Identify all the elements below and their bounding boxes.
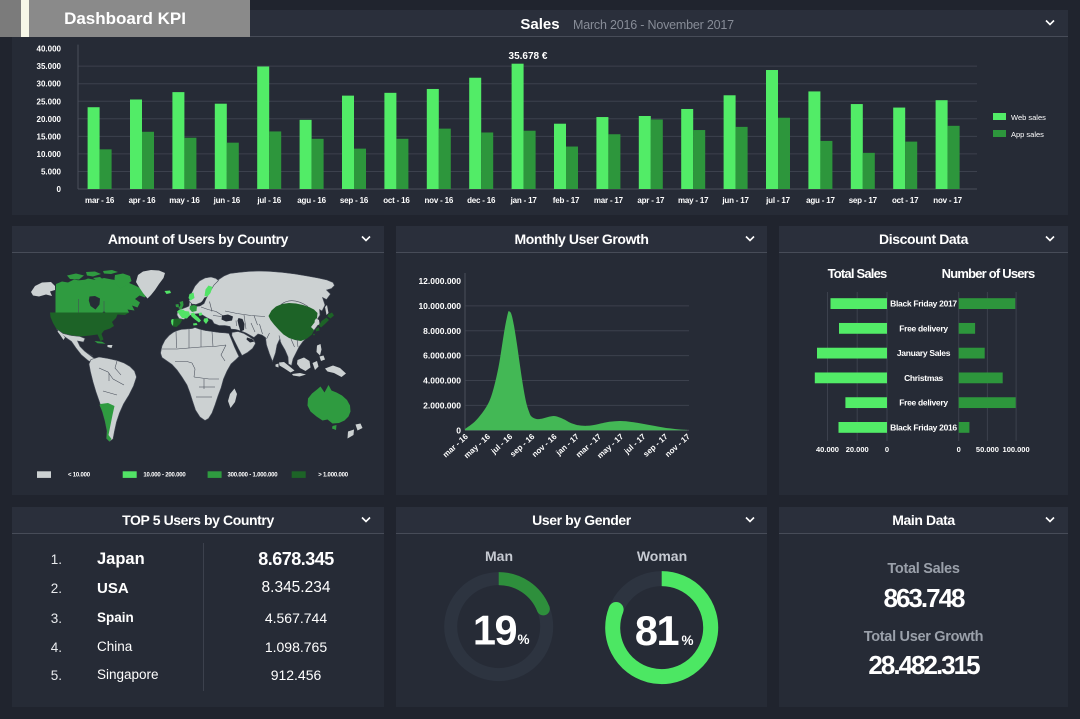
svg-text:19: 19 [473,607,517,654]
svg-text:40.000: 40.000 [37,45,62,54]
svg-text:oct - 17: oct - 17 [892,196,919,205]
svg-text:81: 81 [635,607,679,654]
svg-text:nov - 16: nov - 16 [424,196,453,205]
svg-text:jul - 16: jul - 16 [256,196,281,205]
svg-text:20.000: 20.000 [37,115,62,124]
svg-text:agu - 16: agu - 16 [297,196,326,205]
svg-text:25.000: 25.000 [37,97,62,106]
svg-text:300.000 - 1.000.000: 300.000 - 1.000.000 [228,473,279,479]
svg-text:5.000: 5.000 [41,167,62,176]
svg-text:sep - 16: sep - 16 [340,196,369,205]
svg-text:apr - 16: apr - 16 [129,196,157,205]
svg-text:0: 0 [885,445,889,454]
svg-text:30.000: 30.000 [37,80,62,89]
svg-text:January Sales: January Sales [897,348,951,358]
svg-text:Christmas: Christmas [904,373,943,383]
svg-text:sep - 17: sep - 17 [849,196,878,205]
svg-text:%: % [518,632,530,647]
svg-text:< 10.000: < 10.000 [68,473,91,479]
svg-text:nov - 17: nov - 17 [933,196,962,205]
svg-text:2.000.000: 2.000.000 [423,400,461,410]
svg-text:agu - 17: agu - 17 [806,196,835,205]
svg-text:0: 0 [57,185,62,194]
svg-text:may - 16: may - 16 [169,196,200,205]
svg-text:jun - 17: jun - 17 [721,196,749,205]
svg-text:10.000.000: 10.000.000 [418,301,461,311]
svg-text:apr - 17: apr - 17 [637,196,665,205]
svg-text:Web sales: Web sales [1011,113,1046,122]
svg-text:oct - 16: oct - 16 [383,196,410,205]
svg-text:12.000.000: 12.000.000 [418,276,461,286]
svg-text:feb - 17: feb - 17 [553,196,580,205]
svg-text:4.000.000: 4.000.000 [423,376,461,386]
svg-text:mar - 17: mar - 17 [594,196,624,205]
svg-text:0: 0 [456,425,461,435]
svg-text:10.000 - 200.000: 10.000 - 200.000 [143,473,186,479]
svg-text:20.000: 20.000 [846,445,869,454]
svg-text:> 1.000.000: > 1.000.000 [318,473,349,479]
svg-text:Free delivery: Free delivery [899,398,948,408]
svg-text:Total Sales: Total Sales [828,266,887,281]
svg-text:40.000: 40.000 [816,445,839,454]
svg-text:Black Friday 2017: Black Friday 2017 [890,299,957,309]
svg-text:0: 0 [957,445,961,454]
svg-text:dec - 16: dec - 16 [467,196,496,205]
svg-text:35.678 €: 35.678 € [509,51,548,62]
svg-text:nov - 16: nov - 16 [530,432,559,459]
svg-text:35.000: 35.000 [37,62,62,71]
svg-text:Number of Users: Number of Users [942,266,1035,281]
svg-text:%: % [682,633,694,648]
svg-text:nov - 17: nov - 17 [663,432,692,459]
svg-text:100.000: 100.000 [1003,445,1030,454]
svg-text:jan - 17: jan - 17 [510,196,538,205]
svg-text:10.000: 10.000 [37,150,62,159]
svg-text:6.000.000: 6.000.000 [423,351,461,361]
svg-text:Free delivery: Free delivery [899,323,948,333]
svg-text:50.000: 50.000 [976,445,999,454]
svg-text:15.000: 15.000 [37,132,62,141]
svg-text:may - 17: may - 17 [678,196,709,205]
svg-text:jun - 16: jun - 16 [213,196,241,205]
svg-text:8.000.000: 8.000.000 [423,326,461,336]
svg-text:Black Friday 2016: Black Friday 2016 [890,422,957,432]
svg-text:mar - 16: mar - 16 [85,196,115,205]
svg-text:App sales: App sales [1011,130,1044,139]
svg-text:jul - 17: jul - 17 [765,196,790,205]
